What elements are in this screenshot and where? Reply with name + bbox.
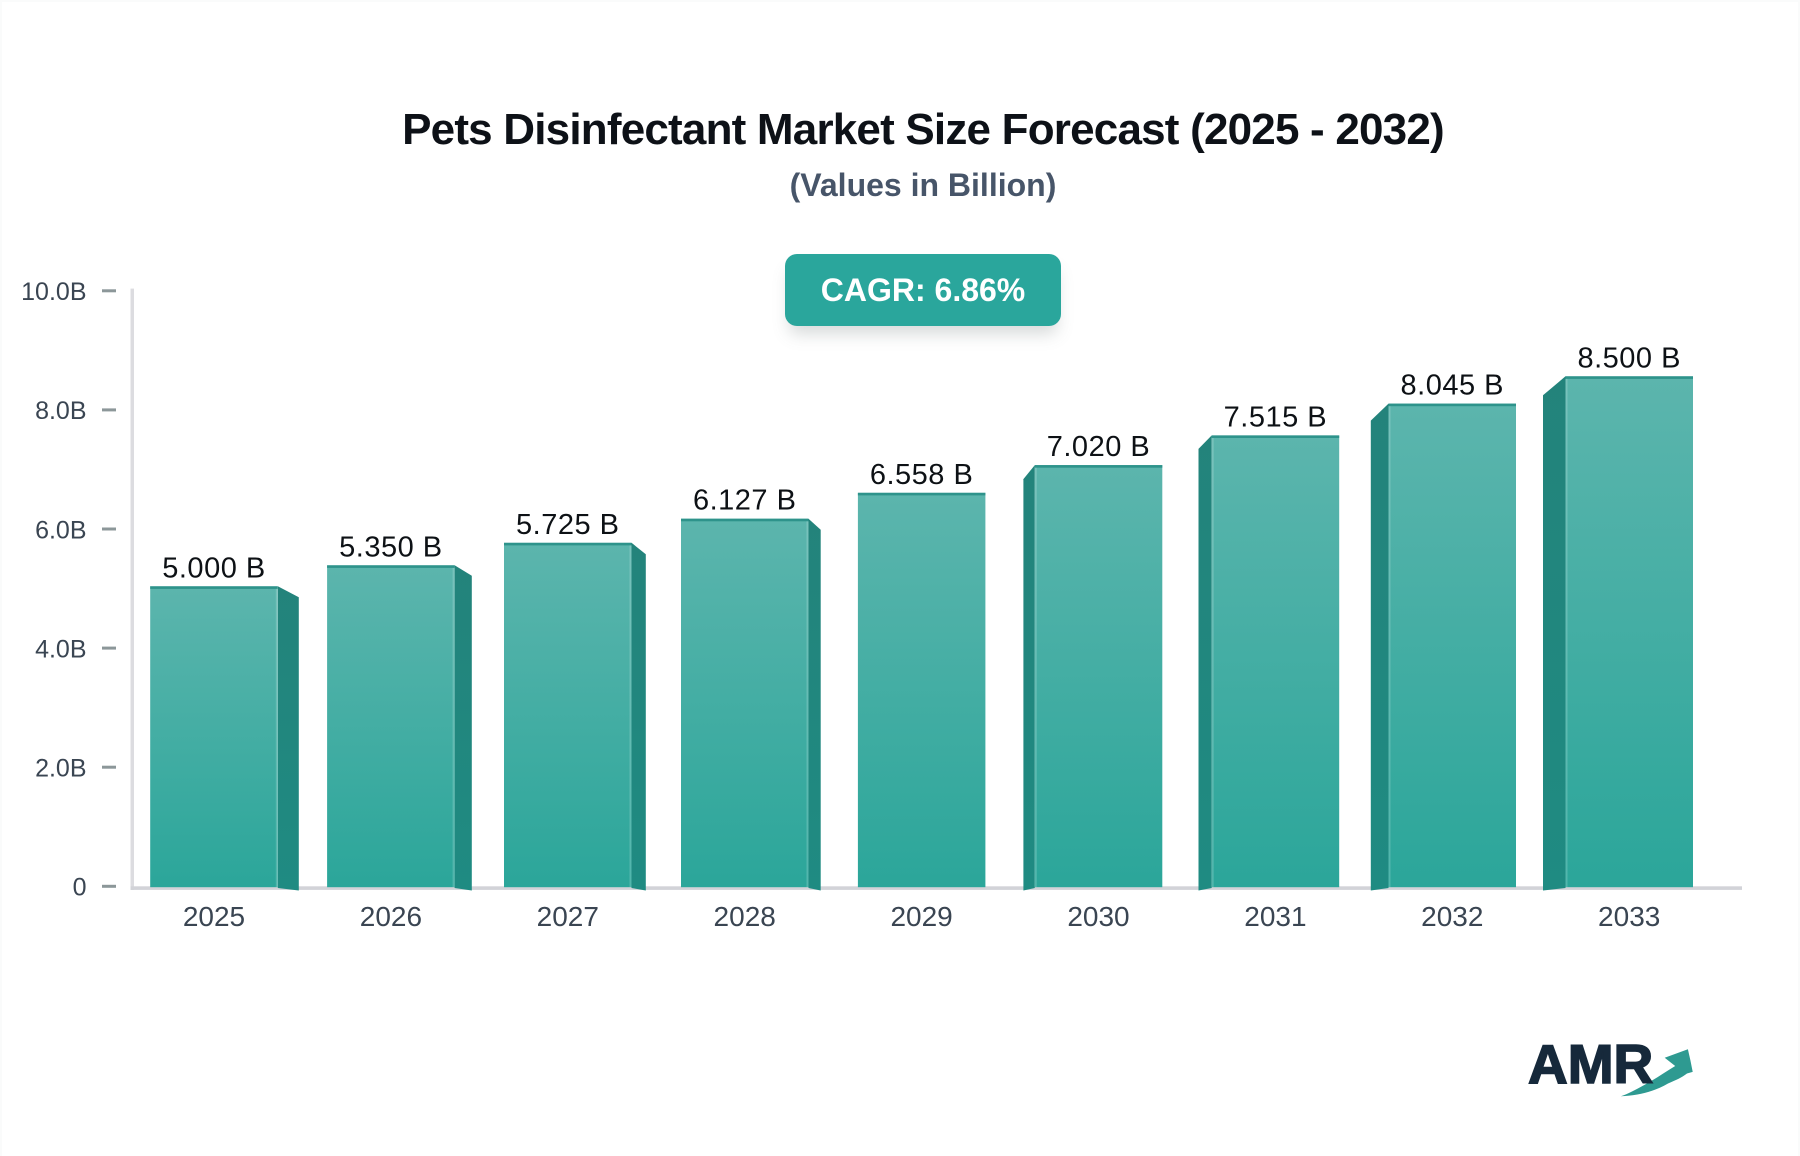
svg-text:2030: 2030: [1067, 901, 1129, 932]
svg-text:8.500 B: 8.500 B: [1577, 342, 1680, 374]
svg-text:10.0B: 10.0B: [21, 278, 86, 306]
svg-text:2032: 2032: [1421, 901, 1483, 932]
svg-text:2025: 2025: [183, 901, 245, 932]
svg-text:4.0B: 4.0B: [35, 635, 86, 663]
svg-text:5.350 B: 5.350 B: [339, 531, 442, 563]
svg-text:5.000 B: 5.000 B: [162, 552, 265, 584]
svg-text:2033: 2033: [1598, 901, 1660, 932]
svg-text:2026: 2026: [360, 901, 422, 932]
svg-text:6.0B: 6.0B: [35, 516, 86, 544]
svg-text:7.020 B: 7.020 B: [1047, 431, 1150, 463]
svg-text:2027: 2027: [537, 901, 599, 932]
svg-text:2.0B: 2.0B: [35, 755, 86, 783]
svg-text:0: 0: [73, 874, 87, 902]
svg-text:7.515 B: 7.515 B: [1224, 401, 1327, 433]
svg-text:8.045 B: 8.045 B: [1401, 370, 1504, 402]
svg-text:5.725 B: 5.725 B: [516, 509, 619, 541]
svg-text:6.127 B: 6.127 B: [693, 485, 796, 517]
svg-text:2029: 2029: [890, 901, 952, 932]
svg-text:8.0B: 8.0B: [35, 397, 86, 425]
svg-text:2031: 2031: [1244, 901, 1306, 932]
svg-text:2028: 2028: [714, 901, 776, 932]
svg-text:6.558 B: 6.558 B: [870, 459, 973, 491]
